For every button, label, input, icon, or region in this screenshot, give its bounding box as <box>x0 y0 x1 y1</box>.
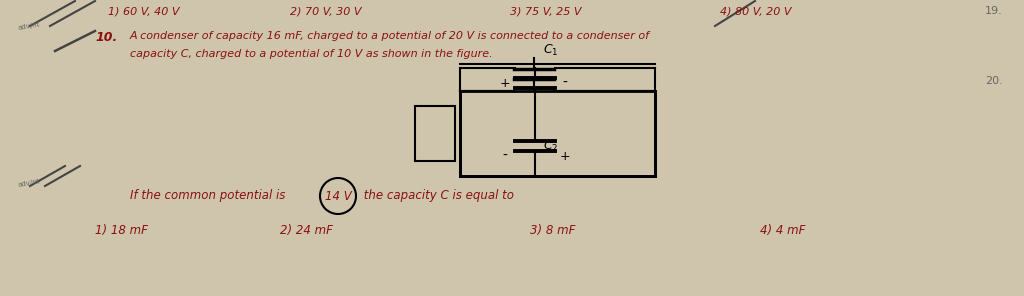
Text: -: - <box>503 149 508 163</box>
Text: 20.: 20. <box>985 76 1002 86</box>
Text: 1) 60 V, 40 V: 1) 60 V, 40 V <box>108 6 179 16</box>
Text: 3) 8 mF: 3) 8 mF <box>530 224 575 237</box>
Text: A condenser of capacity 16 mF, charged to a potential of 20 V is connected to a : A condenser of capacity 16 mF, charged t… <box>130 31 650 41</box>
Text: If the common potential is: If the common potential is <box>130 189 289 202</box>
Text: $C_1$: $C_1$ <box>543 43 558 58</box>
Text: 2) 70 V, 30 V: 2) 70 V, 30 V <box>290 6 361 16</box>
Text: +: + <box>500 76 510 89</box>
Text: +: + <box>560 149 570 163</box>
Text: 19.: 19. <box>985 6 1002 16</box>
Text: 3) 75 V, 25 V: 3) 75 V, 25 V <box>510 6 582 16</box>
Text: 14 V: 14 V <box>325 189 351 202</box>
Text: 4) 80 V, 20 V: 4) 80 V, 20 V <box>720 6 792 16</box>
Text: adv/nt: adv/nt <box>18 21 41 31</box>
Text: -: - <box>562 76 567 90</box>
Text: 2) 24 mF: 2) 24 mF <box>280 224 333 237</box>
Bar <box>460 91 655 176</box>
Text: 4) 4 mF: 4) 4 mF <box>760 224 805 237</box>
Text: $C_2$: $C_2$ <box>543 139 558 154</box>
Text: capacity C, charged to a potential of 10 V as shown in the figure.: capacity C, charged to a potential of 10… <box>130 49 493 59</box>
Bar <box>415 106 455 161</box>
Text: 10.: 10. <box>95 31 118 44</box>
Text: 1) 18 mF: 1) 18 mF <box>95 224 147 237</box>
Text: adv/nt: adv/nt <box>18 178 41 188</box>
Text: the capacity C is equal to: the capacity C is equal to <box>360 189 514 202</box>
